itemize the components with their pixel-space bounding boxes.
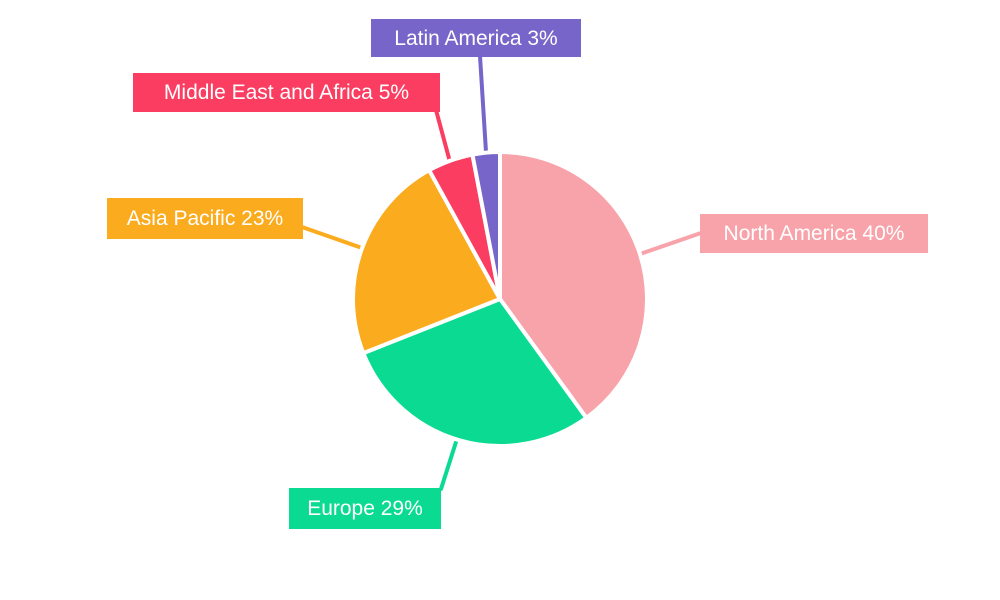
pie-label-north-america[interactable]: North America 40%	[700, 214, 928, 253]
leader-line-europe	[439, 440, 458, 491]
pie-label-asia-pacific[interactable]: Asia Pacific 23%	[107, 198, 303, 239]
pie-slice-latin-america[interactable]	[470, 149, 502, 301]
pie-label-europe[interactable]: Europe 29%	[289, 488, 441, 529]
pie-slice-north-america[interactable]	[498, 150, 649, 420]
leader-line-north-america	[638, 231, 703, 256]
pie-label-latin-america[interactable]: Latin America 3%	[371, 19, 581, 57]
pie-slice-europe[interactable]	[361, 297, 589, 448]
pie-label-middle-east-and-africa[interactable]: Middle East and Africa 5%	[133, 73, 440, 112]
pie-slice-asia-pacific[interactable]	[351, 168, 502, 356]
leader-line-asia-pacific	[300, 225, 364, 250]
leader-line-latin-america	[478, 54, 488, 154]
leader-line-middle-east-and-africa	[434, 108, 452, 164]
